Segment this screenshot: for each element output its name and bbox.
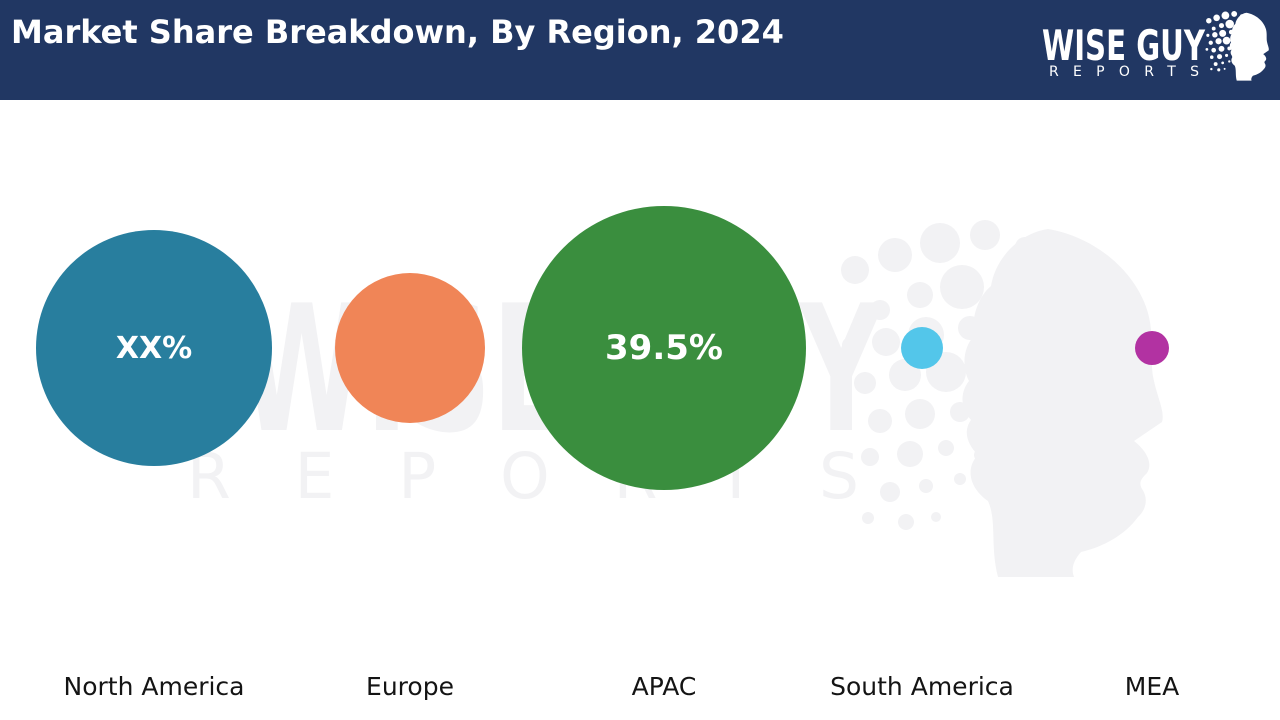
header: Market Share Breakdown, By Region, 2024 … xyxy=(0,0,1280,100)
category-label-apac: APAC xyxy=(631,672,697,701)
bubble-mea xyxy=(1135,331,1169,365)
bubble-chart: XX% North America Europe 39.5% APAC South Ame… xyxy=(0,100,1280,720)
category-label-europe: Europe xyxy=(366,672,454,701)
brand-head-icon xyxy=(1205,10,1269,81)
category-label-south-america: South America xyxy=(830,672,1014,701)
bubble-value-label: 39.5% xyxy=(605,328,723,368)
bubble-south-america xyxy=(901,327,943,369)
brand-wordmark: WISE GUY xyxy=(1042,21,1205,70)
category-label-mea: MEA xyxy=(1124,672,1180,701)
category-label-north-america: North America xyxy=(63,672,245,701)
page-title: Market Share Breakdown, By Region, 2024 xyxy=(11,13,784,51)
bubble-europe xyxy=(335,273,485,423)
bubble-apac: 39.5% xyxy=(522,206,806,490)
bubble-value-label: XX% xyxy=(115,330,193,366)
bubble-north-america: XX% xyxy=(36,230,272,466)
brand-logo: WISE GUY REPORTS xyxy=(1042,10,1269,81)
